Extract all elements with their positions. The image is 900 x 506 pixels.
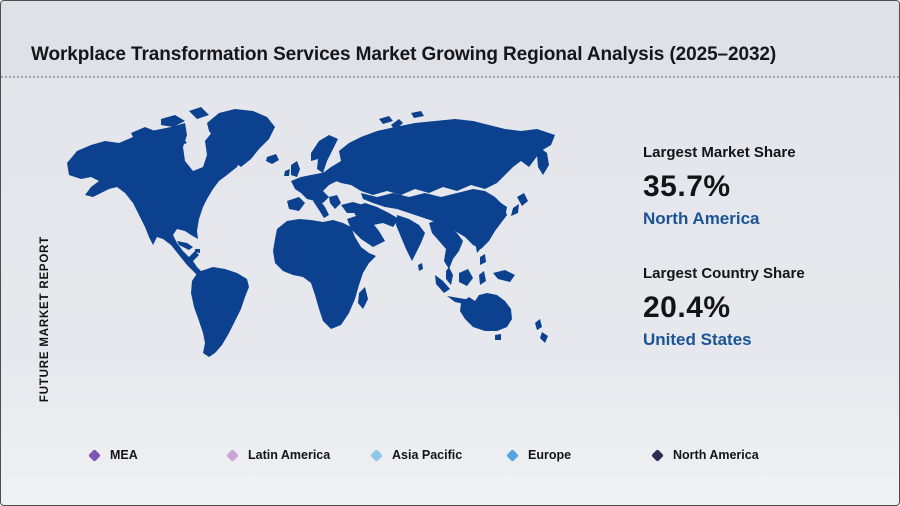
stat-value: 20.4% (643, 291, 731, 324)
stat-largest-market-share: Largest Market Share 35.7% North America (643, 144, 796, 229)
stat-label: Largest Country Share (643, 265, 805, 282)
legend-item-asia-pacific: Asia Pacific (370, 447, 463, 463)
page-title: Workplace Transformation Services Market… (31, 44, 777, 65)
legend-marker-latin-america-icon (226, 448, 239, 462)
legend-item-latin-america: Latin America (226, 447, 331, 463)
stat-largest-country-share: Largest Country Share 20.4% United State… (643, 265, 805, 350)
legend-label-asia-pacific: Asia Pacific (392, 448, 463, 462)
world-map (61, 89, 621, 419)
legend-item-north-america: North America (651, 447, 759, 463)
legend-item-europe: Europe (506, 447, 572, 463)
legend-label-mea: MEA (110, 448, 138, 462)
legend-marker-mea-icon (88, 448, 101, 462)
legend-label-latin-america: Latin America (248, 448, 331, 462)
stat-region: North America (643, 209, 760, 228)
world-map-land (67, 107, 555, 357)
legend-label-europe: Europe (528, 448, 572, 462)
legend-marker-europe-icon (506, 448, 519, 462)
stat-region: United States (643, 330, 752, 349)
legend-item-mea: MEA (88, 447, 138, 463)
header-band: Workplace Transformation Services Market… (1, 1, 899, 78)
stat-label: Largest Market Share (643, 144, 796, 161)
legend-marker-north-america-icon (651, 448, 664, 462)
legend-marker-asia-pacific-icon (370, 448, 383, 462)
legend-label-north-america: North America (673, 448, 759, 462)
brand-vertical-label: FUTURE MARKET REPORT (39, 235, 51, 403)
world-map-svg (67, 107, 555, 357)
legend: MEA Latin America Asia Pacific Europe No… (1, 447, 899, 467)
stat-value: 35.7% (643, 170, 731, 203)
